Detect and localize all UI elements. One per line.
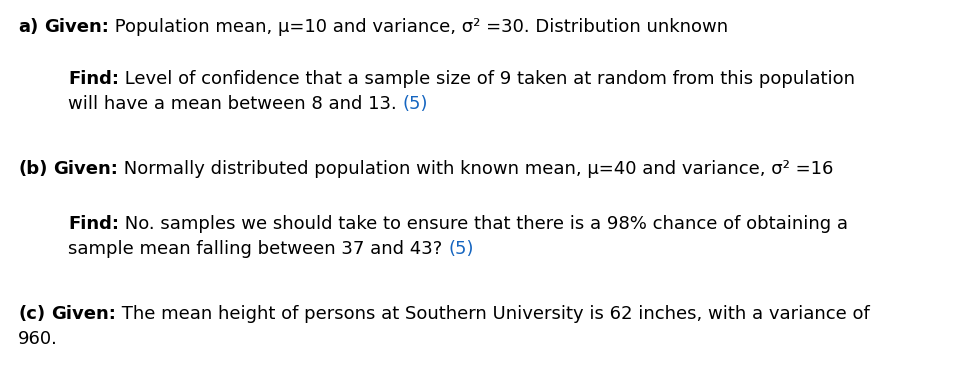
Text: sample mean falling between 37 and 43?: sample mean falling between 37 and 43?: [68, 240, 448, 258]
Text: The mean height of persons at Southern University is 62 inches, with a variance : The mean height of persons at Southern U…: [116, 305, 870, 323]
Text: 960.: 960.: [18, 330, 58, 348]
Text: No. samples we should take to ensure that there is a 98% chance of obtaining a: No. samples we should take to ensure tha…: [119, 215, 848, 233]
Text: Level of confidence that a sample size of 9 taken at random from this population: Level of confidence that a sample size o…: [119, 70, 855, 88]
Text: (c): (c): [18, 305, 45, 323]
Text: (5): (5): [448, 240, 473, 258]
Text: Normally distributed population with known mean, μ=40 and variance, σ² =16: Normally distributed population with kno…: [118, 160, 833, 178]
Text: Find:: Find:: [68, 215, 119, 233]
Text: a): a): [18, 18, 38, 36]
Text: Find:: Find:: [68, 70, 119, 88]
Text: Given:: Given:: [51, 305, 116, 323]
Text: (b): (b): [18, 160, 48, 178]
Text: Population mean, μ=10 and variance, σ² =30. Distribution unknown: Population mean, μ=10 and variance, σ² =…: [109, 18, 728, 36]
Text: Given:: Given:: [44, 18, 109, 36]
Text: (5): (5): [402, 95, 428, 113]
Text: will have a mean between 8 and 13.: will have a mean between 8 and 13.: [68, 95, 402, 113]
Text: Given:: Given:: [53, 160, 118, 178]
